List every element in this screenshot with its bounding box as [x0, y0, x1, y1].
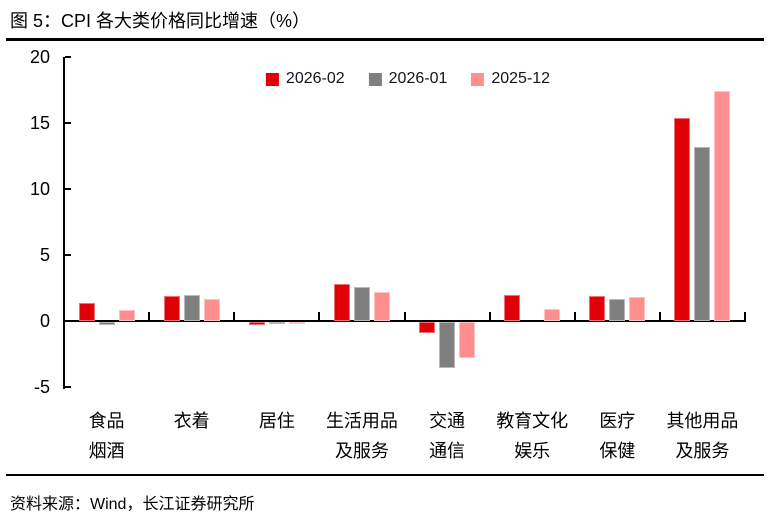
bar — [674, 117, 691, 321]
x-axis-tick — [573, 312, 576, 320]
y-axis-tick-label: 0 — [39, 311, 50, 331]
source-text: 资料来源：Wind，长江证券研究所 — [10, 496, 255, 513]
bar — [419, 322, 436, 333]
bar — [504, 294, 521, 321]
x-axis-tick — [403, 312, 406, 320]
bar — [98, 322, 115, 325]
x-axis-tick — [658, 312, 661, 320]
y-axis-tick — [65, 122, 71, 124]
x-axis-category-label: 居住 — [258, 411, 295, 431]
bar — [203, 298, 220, 321]
y-axis-tick-label: -5 — [33, 377, 50, 397]
bar — [589, 295, 606, 321]
y-axis-tick — [65, 386, 71, 388]
bar — [183, 294, 200, 321]
bar — [439, 322, 456, 369]
bar — [78, 302, 95, 321]
x-axis-category-label: 食品 烟酒 — [88, 411, 125, 461]
y-axis-tick-label: 10 — [29, 179, 50, 199]
x-axis-category-label: 衣着 — [173, 411, 210, 431]
bar — [544, 309, 561, 321]
y-axis-tick — [65, 56, 71, 58]
legend-item: 2025-12 — [471, 70, 550, 88]
legend-item: 2026-02 — [265, 70, 345, 88]
footer-rule — [6, 474, 764, 476]
x-axis-tick — [148, 312, 151, 320]
x-axis-zero-line — [63, 320, 746, 322]
legend-swatch-icon — [265, 72, 279, 86]
x-axis-category-label: 教育文化 娱乐 — [496, 411, 569, 461]
x-axis-category-label: 其他用品 及服务 — [666, 411, 739, 461]
x-axis-tick — [488, 312, 491, 320]
legend-swatch-icon — [471, 72, 485, 86]
legend-item: 2026-01 — [368, 70, 448, 88]
bar — [163, 295, 180, 321]
x-axis-tick — [233, 312, 236, 320]
legend-label: 2025-12 — [491, 70, 551, 87]
legend-label: 2026-01 — [388, 70, 448, 87]
legend-label: 2026-02 — [285, 70, 345, 87]
legend-swatch-icon — [368, 72, 382, 86]
y-axis-tick-label: 20 — [29, 47, 50, 67]
x-axis-tick — [318, 312, 321, 320]
bar — [459, 322, 476, 358]
bar — [714, 91, 731, 321]
y-axis-line — [63, 57, 65, 389]
y-axis-tick-label: 15 — [29, 113, 50, 133]
bar — [288, 322, 305, 324]
x-axis-category-label: 医疗 保健 — [599, 411, 636, 461]
bar — [353, 286, 370, 321]
bar — [268, 322, 285, 324]
x-axis-tick — [744, 312, 746, 320]
chart-legend: 2026-02 2026-01 2025-12 — [265, 70, 550, 88]
bar — [629, 297, 646, 321]
y-axis-tick-label: 5 — [39, 245, 50, 265]
y-axis-tick — [65, 188, 71, 190]
bar — [609, 298, 626, 321]
y-axis-tick — [65, 254, 71, 256]
x-axis-category-label: 生活用品 及服务 — [325, 411, 398, 461]
bar — [118, 310, 135, 321]
x-axis-category-label: 交通 通信 — [429, 411, 466, 461]
bar — [694, 146, 711, 321]
figure-title: 图 5：CPI 各大类价格同比增速（%） — [10, 11, 311, 31]
bar — [248, 322, 265, 325]
bar — [373, 291, 390, 321]
title-rule — [6, 38, 764, 41]
bar — [333, 284, 350, 321]
